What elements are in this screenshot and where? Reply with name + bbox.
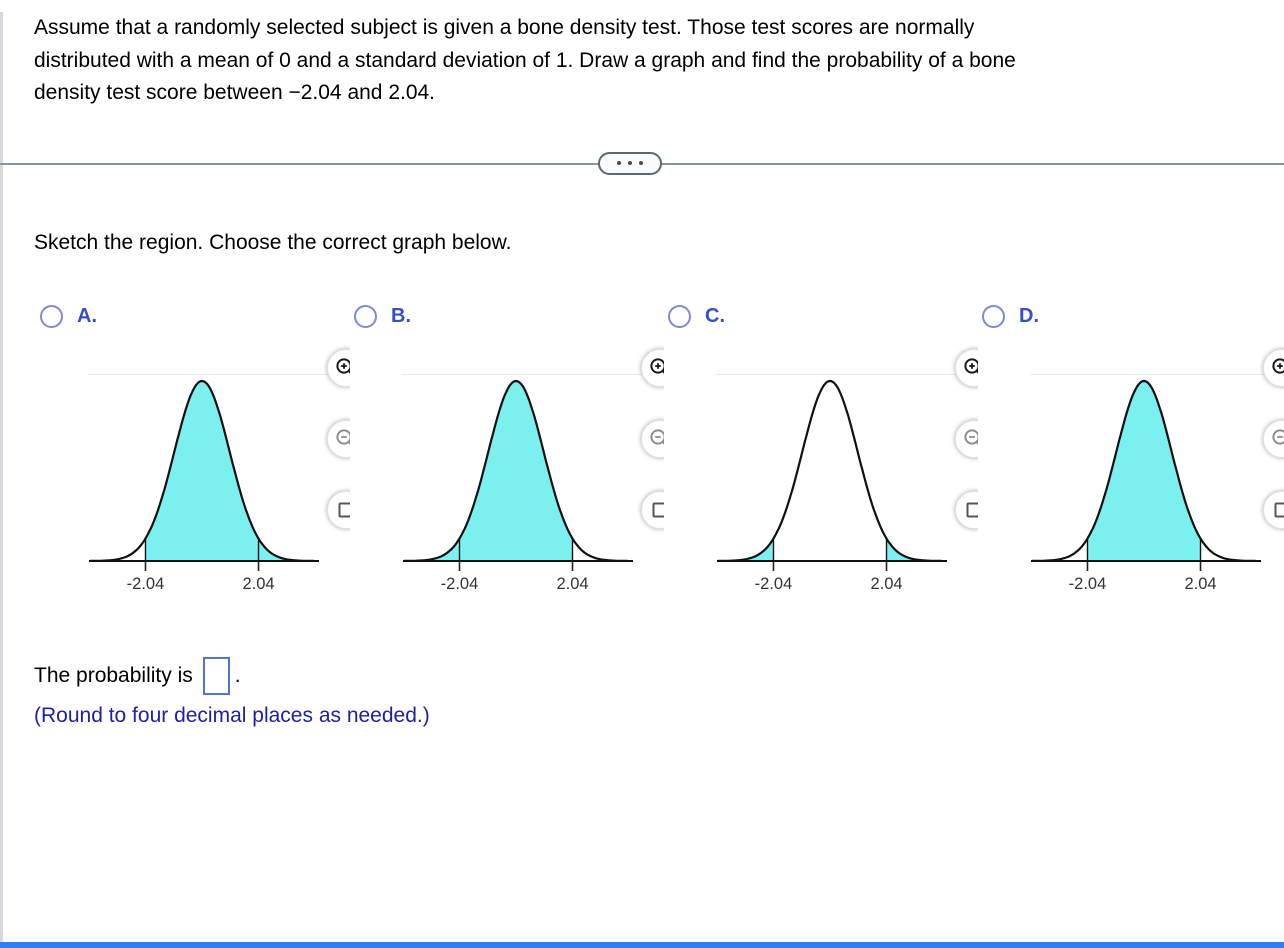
- ellipsis-icon: [639, 161, 643, 165]
- svg-text:2.04: 2.04: [870, 575, 902, 593]
- svg-text:-2.04: -2.04: [441, 575, 479, 593]
- rounding-note: (Round to four decimal places as needed.…: [34, 704, 1264, 728]
- radio-button[interactable]: [668, 305, 691, 328]
- option-header: B.: [350, 305, 664, 328]
- svg-text:-2.04: -2.04: [127, 575, 165, 593]
- problem-line: distributed with a mean of 0 and a stand…: [34, 45, 1264, 78]
- radio-button[interactable]: [982, 305, 1005, 328]
- copy-graph-icon[interactable]: [327, 491, 350, 529]
- option-label: B.: [391, 305, 411, 328]
- answer-prefix: The probability is: [34, 664, 193, 688]
- zoom-in-icon[interactable]: [327, 349, 350, 387]
- problem-text: Assume that a randomly selected subject …: [34, 12, 1264, 110]
- radio-button[interactable]: [354, 305, 377, 328]
- svg-text:-2.04: -2.04: [755, 575, 793, 593]
- ellipsis-icon: [628, 161, 632, 165]
- option-header: C.: [664, 305, 978, 328]
- radio-button[interactable]: [40, 305, 63, 328]
- answer-row: The probability is .: [34, 657, 1264, 695]
- zoom-out-icon[interactable]: [327, 420, 350, 458]
- zoom-out-icon[interactable]: [1263, 420, 1284, 458]
- normal-curve-graph: -2.04 2.04: [402, 374, 661, 595]
- zoom-in-icon[interactable]: [955, 349, 978, 387]
- ellipsis-button[interactable]: [598, 152, 662, 175]
- copy-graph-icon[interactable]: [955, 491, 978, 529]
- answer-suffix: .: [235, 664, 241, 688]
- graph-tools: [1263, 349, 1284, 529]
- graph-tools: [955, 349, 978, 529]
- option-c: C. -2.04 2.04: [664, 305, 978, 605]
- option-a: A. -2.04 2.04: [36, 305, 350, 605]
- option-label: C.: [705, 305, 725, 328]
- graph-tools: [641, 349, 664, 529]
- option-header: D.: [978, 305, 1284, 328]
- ellipsis-icon: [617, 161, 621, 165]
- zoom-out-icon[interactable]: [641, 420, 664, 458]
- copy-graph-icon[interactable]: [1263, 491, 1284, 529]
- option-b: B. -2.04 2.04: [350, 305, 664, 605]
- option-label: A.: [77, 305, 97, 328]
- svg-text:2.04: 2.04: [556, 575, 588, 593]
- option-d: D. -2.04 2.04: [978, 305, 1284, 605]
- zoom-out-icon[interactable]: [955, 420, 978, 458]
- normal-curve-graph: -2.04 2.04: [88, 374, 347, 595]
- svg-text:2.04: 2.04: [242, 575, 274, 593]
- probability-input[interactable]: [203, 657, 230, 695]
- zoom-in-icon[interactable]: [1263, 349, 1284, 387]
- bottom-accent-bar: [0, 942, 1284, 948]
- zoom-in-icon[interactable]: [641, 349, 664, 387]
- svg-text:-2.04: -2.04: [1069, 575, 1107, 593]
- graph-tools: [327, 349, 350, 529]
- normal-curve-graph: -2.04 2.04: [716, 374, 975, 595]
- option-header: A.: [36, 305, 350, 328]
- prompt-text: Sketch the region. Choose the correct gr…: [34, 229, 1264, 257]
- problem-line: density test score between −2.04 and 2.0…: [34, 77, 1264, 110]
- option-label: D.: [1019, 305, 1039, 328]
- svg-text:2.04: 2.04: [1184, 575, 1216, 593]
- answer-options: A. -2.04 2.04: [36, 305, 1264, 605]
- question-panel: Assume that a randomly selected subject …: [0, 12, 1284, 728]
- normal-curve-graph: -2.04 2.04: [1030, 374, 1284, 595]
- copy-graph-icon[interactable]: [641, 491, 664, 529]
- problem-line: Assume that a randomly selected subject …: [34, 12, 1264, 45]
- section-divider: [0, 152, 1284, 175]
